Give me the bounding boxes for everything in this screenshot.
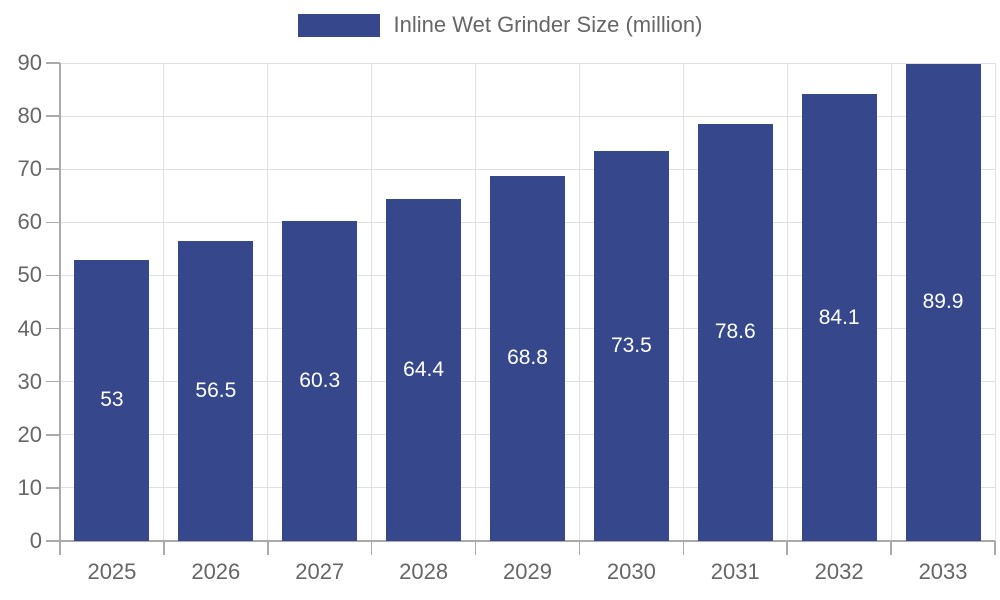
x-axis-tick-label: 2028 bbox=[399, 559, 449, 584]
y-axis-tick bbox=[46, 434, 60, 436]
legend-label: Inline Wet Grinder Size (million) bbox=[393, 12, 703, 37]
gridline-vertical bbox=[994, 63, 996, 541]
y-axis-tick-label: 90 bbox=[17, 50, 42, 75]
bar-value-label: 78.6 bbox=[714, 320, 756, 344]
x-axis-tick bbox=[474, 541, 477, 555]
y-axis-tick-label: 60 bbox=[17, 209, 42, 235]
y-axis-tick bbox=[46, 380, 60, 383]
bar[interactable]: 68.8 bbox=[490, 175, 565, 541]
x-axis-tick-label: 2029 bbox=[503, 559, 552, 584]
bar-value-label: 53 bbox=[100, 388, 124, 412]
y-axis-line bbox=[59, 63, 61, 541]
bar-value-label: 84.1 bbox=[818, 305, 860, 329]
x-axis-tick-label: 2025 bbox=[87, 559, 137, 584]
gridline-vertical bbox=[786, 63, 788, 541]
y-axis-tick-label: 40 bbox=[17, 315, 42, 341]
x-axis-tick bbox=[370, 541, 373, 555]
x-axis-tick-label: 2026 bbox=[191, 559, 241, 584]
bar-value-label: 73.5 bbox=[610, 333, 652, 357]
bar[interactable]: 64.4 bbox=[386, 198, 462, 541]
gridline-vertical bbox=[267, 63, 269, 541]
y-axis-tick bbox=[46, 115, 60, 117]
bar-value-label: 89.9 bbox=[922, 290, 964, 314]
legend[interactable]: Inline Wet Grinder Size (million) bbox=[0, 12, 1000, 38]
x-axis-tick-label: 2033 bbox=[918, 559, 968, 584]
legend-swatch bbox=[297, 13, 380, 37]
y-axis-tick-label: 50 bbox=[17, 262, 42, 288]
y-axis-tick bbox=[46, 274, 60, 277]
bar[interactable]: 60.3 bbox=[282, 220, 358, 541]
bar[interactable]: 56.5 bbox=[178, 240, 254, 541]
bar[interactable]: 78.6 bbox=[697, 123, 773, 541]
x-axis-line bbox=[60, 540, 995, 542]
y-axis-tick-label: 80 bbox=[17, 103, 42, 129]
x-axis-tick bbox=[163, 541, 165, 555]
gridline-vertical bbox=[371, 63, 373, 541]
x-axis-tick bbox=[890, 541, 892, 555]
x-axis-tick-label: 2032 bbox=[814, 559, 864, 584]
y-axis-tick bbox=[46, 62, 60, 64]
gridline-vertical bbox=[682, 63, 684, 541]
bar[interactable]: 73.5 bbox=[593, 150, 669, 541]
y-axis-tick-label: 70 bbox=[17, 156, 42, 182]
y-axis-tick bbox=[46, 168, 60, 170]
bar[interactable]: 89.9 bbox=[905, 63, 981, 541]
bar-value-label: 68.8 bbox=[507, 346, 548, 370]
y-axis-tick bbox=[46, 487, 60, 489]
gridline-horizontal bbox=[60, 168, 995, 170]
bar-value-label: 64.4 bbox=[403, 357, 445, 381]
x-axis-tick-label: 2030 bbox=[606, 559, 656, 584]
x-axis-tick bbox=[267, 541, 269, 555]
x-axis-tick-label: 2027 bbox=[295, 559, 345, 584]
bar-value-label: 60.3 bbox=[299, 368, 341, 392]
x-axis-tick bbox=[682, 541, 685, 555]
bar[interactable]: 53 bbox=[74, 259, 150, 541]
y-axis-tick bbox=[46, 327, 60, 330]
gridline-vertical bbox=[578, 63, 580, 541]
x-axis-tick-label: 2031 bbox=[710, 559, 760, 584]
y-axis-tick-label: 20 bbox=[17, 421, 42, 447]
gridline-vertical bbox=[163, 63, 165, 541]
x-axis-tick bbox=[786, 541, 788, 555]
bar-value-label: 56.5 bbox=[195, 378, 237, 402]
y-axis-tick bbox=[46, 221, 60, 224]
x-axis-tick bbox=[59, 541, 61, 555]
gridline-vertical bbox=[890, 63, 892, 541]
gridline-vertical bbox=[475, 63, 477, 541]
y-axis-tick-label: 30 bbox=[17, 368, 42, 394]
y-axis-tick-label: 10 bbox=[17, 474, 42, 500]
gridline-horizontal bbox=[60, 115, 995, 117]
bar[interactable]: 84.1 bbox=[801, 94, 877, 541]
x-axis-tick bbox=[994, 541, 996, 555]
x-axis-tick bbox=[578, 541, 581, 555]
gridline-horizontal bbox=[60, 62, 995, 64]
y-axis-tick-label: 0 bbox=[29, 528, 42, 553]
y-axis-tick bbox=[46, 540, 60, 542]
